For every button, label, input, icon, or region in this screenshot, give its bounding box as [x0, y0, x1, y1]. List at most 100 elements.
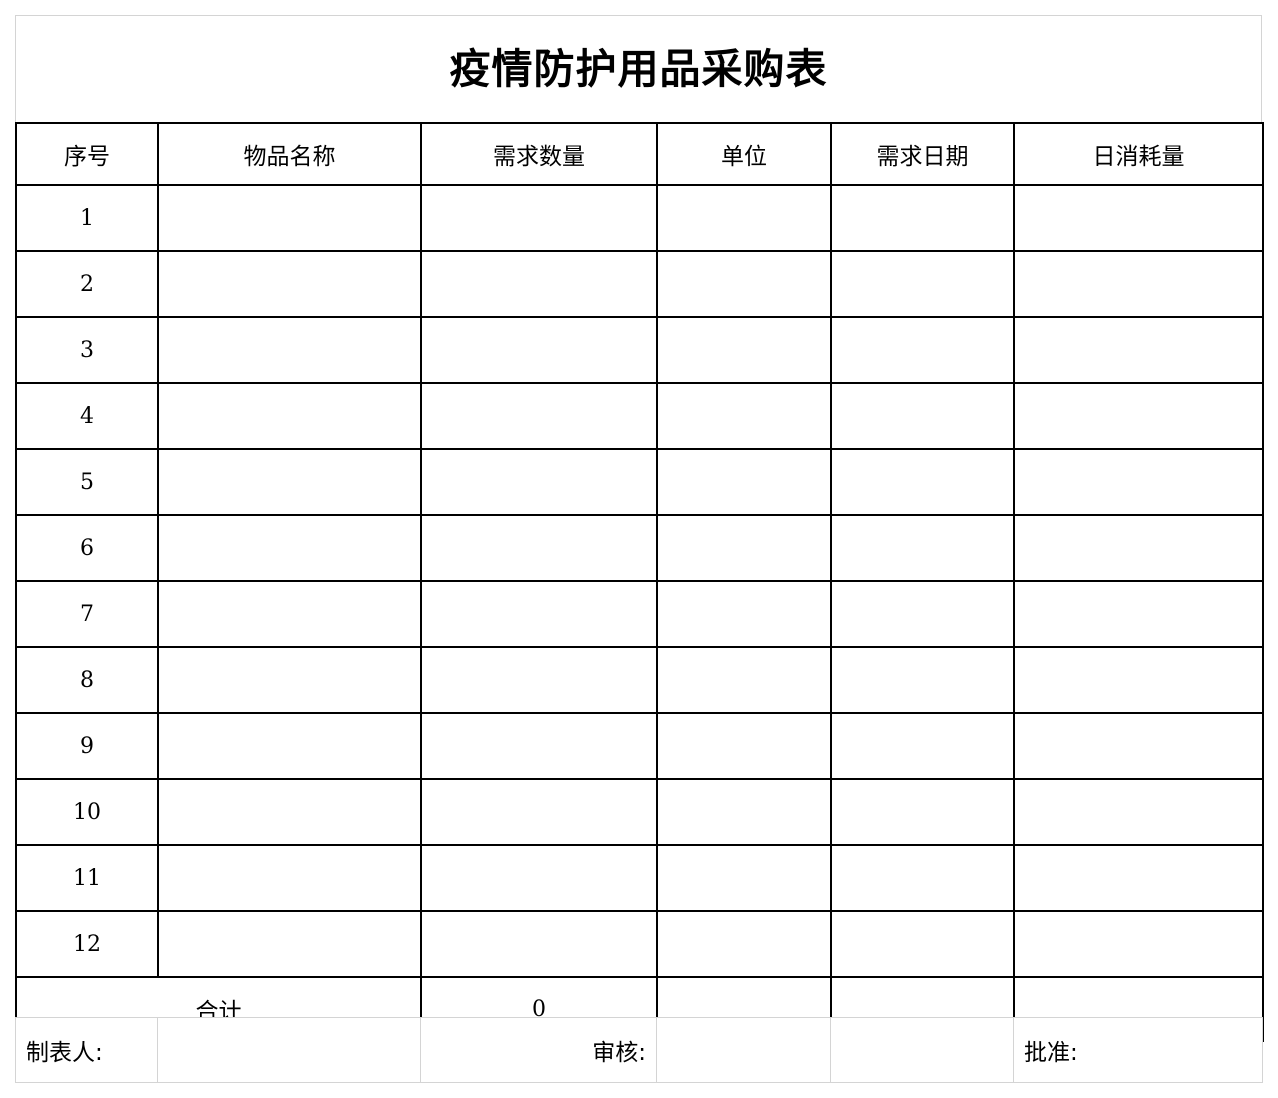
cell-index[interactable]: 4	[15, 382, 159, 450]
cell-name[interactable]	[157, 646, 422, 714]
cell-quantity[interactable]	[420, 844, 658, 912]
purchase-table[interactable]: 序号 物品名称 需求数量 单位 需求日期 日消耗量 1 2	[15, 122, 1264, 1042]
cell-index[interactable]: 11	[15, 844, 159, 912]
cell-unit[interactable]	[656, 250, 832, 318]
cell-quantity[interactable]	[420, 580, 658, 648]
cell-quantity[interactable]	[420, 712, 658, 780]
cell-daily[interactable]	[1013, 778, 1264, 846]
cell-quantity[interactable]	[420, 382, 658, 450]
preparer-value[interactable]	[157, 1017, 421, 1083]
cell-unit[interactable]	[656, 844, 832, 912]
table-row[interactable]: 1	[15, 184, 1264, 252]
cell-name[interactable]	[157, 712, 422, 780]
cell-date[interactable]	[830, 910, 1015, 978]
cell-name[interactable]	[157, 184, 422, 252]
cell-date[interactable]	[830, 382, 1015, 450]
cell-quantity[interactable]	[420, 184, 658, 252]
table-row[interactable]: 7	[15, 580, 1264, 648]
cell-unit[interactable]	[656, 580, 832, 648]
cell-date[interactable]	[830, 184, 1015, 252]
cell-daily[interactable]	[1013, 844, 1264, 912]
cell-date[interactable]	[830, 712, 1015, 780]
cell-name[interactable]	[157, 250, 422, 318]
table-row[interactable]: 8	[15, 646, 1264, 714]
cell-date[interactable]	[830, 448, 1015, 516]
cell-date[interactable]	[830, 844, 1015, 912]
cell-name[interactable]	[157, 448, 422, 516]
reviewer-value[interactable]	[656, 1017, 831, 1083]
cell-unit[interactable]	[656, 448, 832, 516]
cell-unit[interactable]	[656, 910, 832, 978]
cell-daily[interactable]	[1013, 316, 1264, 384]
cell-quantity[interactable]	[420, 250, 658, 318]
cell-quantity[interactable]	[420, 514, 658, 582]
cell-index[interactable]: 9	[15, 712, 159, 780]
cell-daily[interactable]	[1013, 184, 1264, 252]
table-row[interactable]: 2	[15, 250, 1264, 318]
cell-date[interactable]	[830, 316, 1015, 384]
cell-name[interactable]	[157, 910, 422, 978]
cell-unit[interactable]	[656, 316, 832, 384]
table-row[interactable]: 5	[15, 448, 1264, 516]
cell-index[interactable]: 12	[15, 910, 159, 978]
cell-daily[interactable]	[1013, 382, 1264, 450]
cell-name[interactable]	[157, 514, 422, 582]
preparer-label[interactable]: 制表人:	[15, 1017, 158, 1083]
approver-label[interactable]: 批准:	[1013, 1017, 1263, 1083]
reviewer-label[interactable]: 审核:	[420, 1017, 657, 1083]
column-header-name[interactable]: 物品名称	[157, 122, 422, 186]
cell-daily[interactable]	[1013, 646, 1264, 714]
signature-row[interactable]: 制表人: 审核: 批准:	[15, 1017, 1263, 1083]
cell-unit[interactable]	[656, 382, 832, 450]
cell-daily[interactable]	[1013, 712, 1264, 780]
cell-name[interactable]	[157, 382, 422, 450]
cell-name[interactable]	[157, 844, 422, 912]
cell-daily[interactable]	[1013, 910, 1264, 978]
cell-unit[interactable]	[656, 712, 832, 780]
cell-unit[interactable]	[656, 646, 832, 714]
cell-quantity[interactable]	[420, 778, 658, 846]
cell-index[interactable]: 5	[15, 448, 159, 516]
cell-date[interactable]	[830, 250, 1015, 318]
column-header-date[interactable]: 需求日期	[830, 122, 1015, 186]
cell-name[interactable]	[157, 778, 422, 846]
cell-quantity[interactable]	[420, 910, 658, 978]
table-row[interactable]: 11	[15, 844, 1264, 912]
cell-index[interactable]: 1	[15, 184, 159, 252]
cell-daily[interactable]	[1013, 250, 1264, 318]
table-row[interactable]: 4	[15, 382, 1264, 450]
cell-date[interactable]	[830, 646, 1015, 714]
cell-quantity[interactable]	[420, 448, 658, 516]
cell-daily[interactable]	[1013, 580, 1264, 648]
cell-name[interactable]	[157, 316, 422, 384]
cell-quantity[interactable]	[420, 646, 658, 714]
cell-index[interactable]: 3	[15, 316, 159, 384]
cell-name[interactable]	[157, 580, 422, 648]
cell-quantity[interactable]	[420, 316, 658, 384]
column-header-daily[interactable]: 日消耗量	[1013, 122, 1264, 186]
cell-unit[interactable]	[656, 514, 832, 582]
signature-spacer[interactable]	[830, 1017, 1014, 1083]
cell-unit[interactable]	[656, 778, 832, 846]
cell-daily[interactable]	[1013, 514, 1264, 582]
cell-date[interactable]	[830, 778, 1015, 846]
cell-index[interactable]: 7	[15, 580, 159, 648]
cell-date[interactable]	[830, 514, 1015, 582]
cell-index[interactable]: 2	[15, 250, 159, 318]
table-row[interactable]: 9	[15, 712, 1264, 780]
cell-daily[interactable]	[1013, 448, 1264, 516]
cell-index[interactable]: 6	[15, 514, 159, 582]
table-row[interactable]: 3	[15, 316, 1264, 384]
table-row[interactable]: 6	[15, 514, 1264, 582]
table-row[interactable]: 12	[15, 910, 1264, 978]
column-header-quantity[interactable]: 需求数量	[420, 122, 658, 186]
table-row[interactable]: 10	[15, 778, 1264, 846]
cell-index[interactable]: 8	[15, 646, 159, 714]
column-header-index[interactable]: 序号	[15, 122, 159, 186]
title-cell[interactable]: 疫情防护用品采购表	[15, 15, 1262, 122]
cell-unit[interactable]	[656, 184, 832, 252]
cell-index[interactable]: 10	[15, 778, 159, 846]
column-header-unit[interactable]: 单位	[656, 122, 832, 186]
cell-date[interactable]	[830, 580, 1015, 648]
